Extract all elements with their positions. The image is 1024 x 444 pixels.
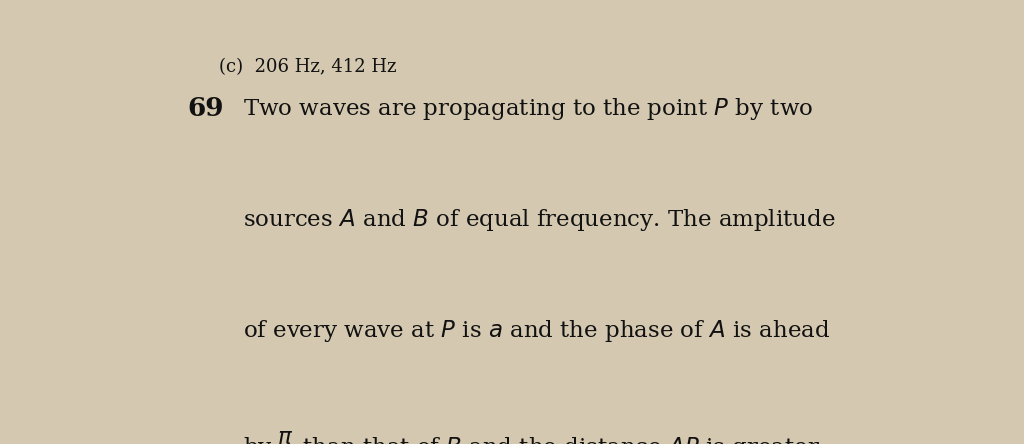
Text: by $\dfrac{\pi}{3}$ than that of $B$ and the distance $AP$ is greater: by $\dfrac{\pi}{3}$ than that of $B$ and… [243,429,820,444]
Text: sources $A$ and $B$ of equal frequency. The amplitude: sources $A$ and $B$ of equal frequency. … [243,207,836,233]
Text: 69: 69 [187,96,224,121]
Text: Two waves are propagating to the point $P$ by two: Two waves are propagating to the point $… [243,96,813,122]
Text: (c)  206 Hz, 412 Hz: (c) 206 Hz, 412 Hz [219,59,396,76]
Text: of every wave at $P$ is $a$ and the phase of $A$ is ahead: of every wave at $P$ is $a$ and the phas… [243,318,830,344]
